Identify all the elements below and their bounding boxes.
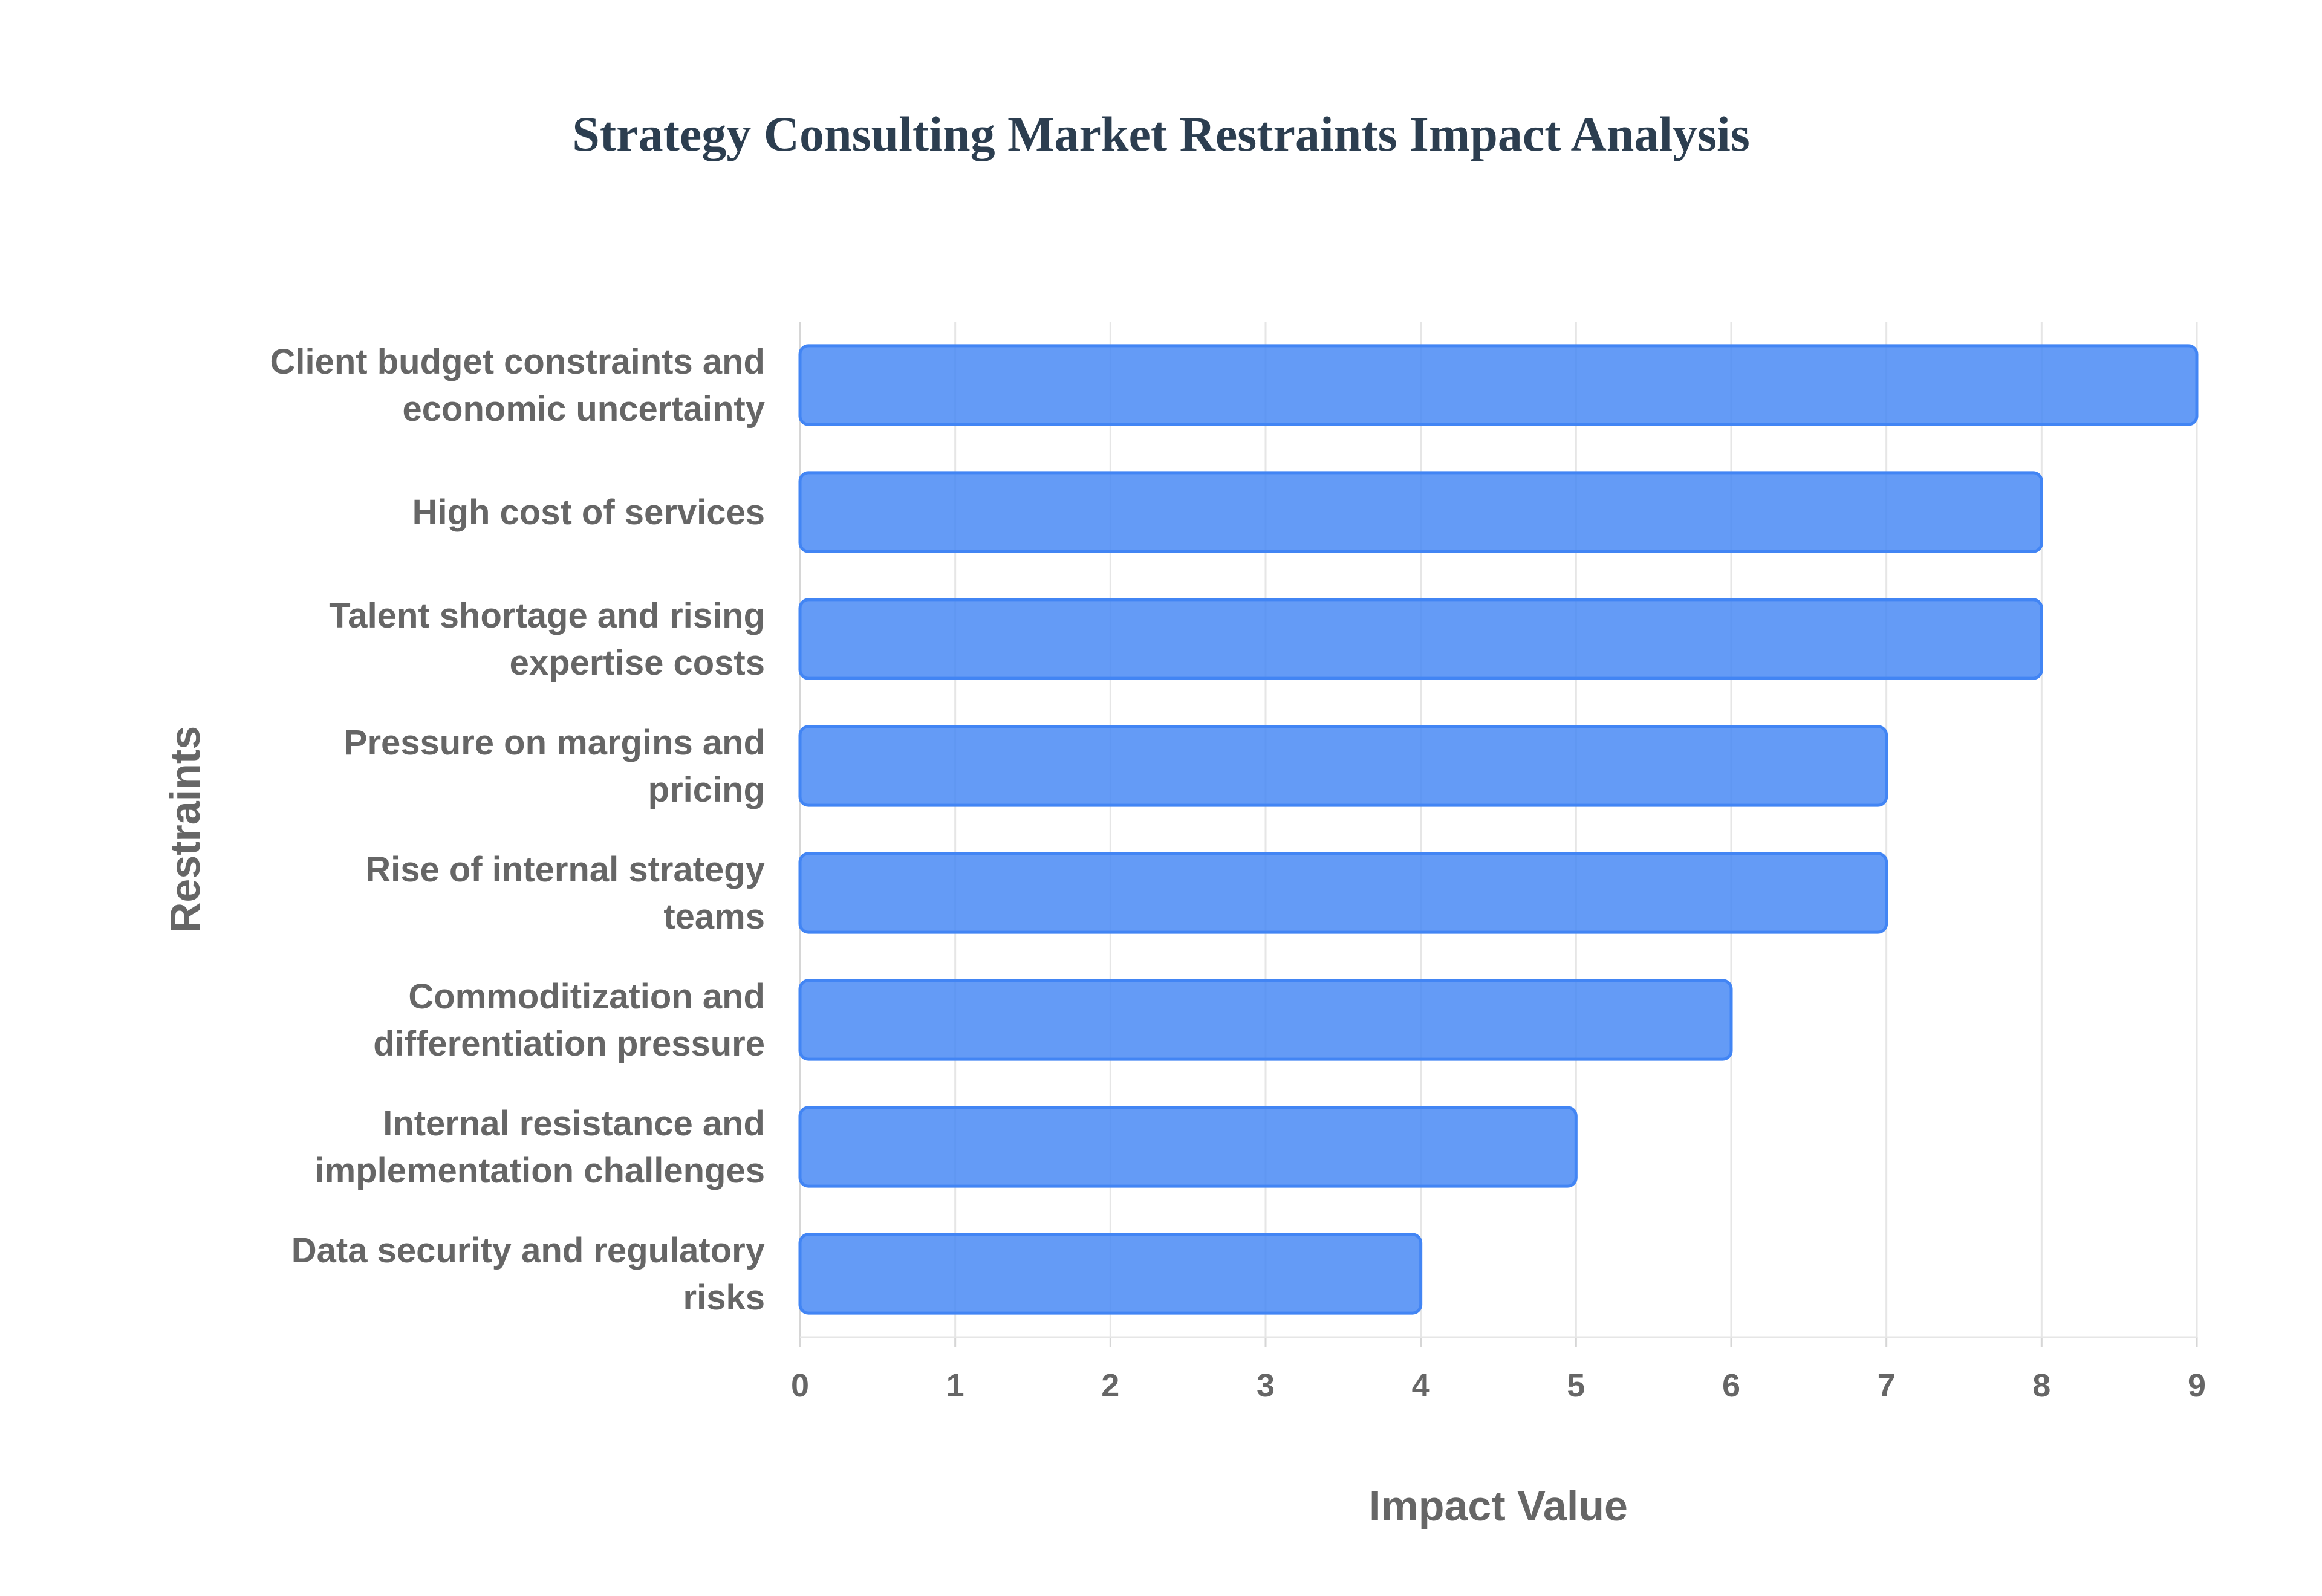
x-tick-label: 2 [1101, 1367, 1119, 1404]
category-labels: Client budget constraints and economic un… [270, 342, 766, 1317]
bar [798, 598, 2043, 680]
chart-title: Strategy Consulting Market Restraints Im… [572, 106, 1750, 161]
category-label: Rise of internal strategy teams [365, 850, 765, 936]
category-label: Client budget constraints and economic un… [270, 342, 766, 429]
x-tick-label: 0 [791, 1367, 809, 1404]
x-tick-label: 5 [1567, 1367, 1585, 1404]
category-label: Pressure on margins and pricing [344, 723, 765, 809]
bar [798, 1106, 1578, 1188]
bar [798, 471, 2043, 553]
category-label: High cost of services [412, 493, 765, 532]
bar [798, 344, 2199, 426]
bar [798, 725, 1888, 807]
bar [798, 1233, 1423, 1315]
x-tick-label: 7 [1878, 1367, 1896, 1404]
y-axis-title: Restraints [161, 726, 209, 933]
x-tick-labels: 0 1 2 3 4 5 6 7 8 9 [791, 1367, 2206, 1404]
x-tick-label: 1 [946, 1367, 964, 1404]
category-label: Commoditization and differentiation press… [373, 977, 765, 1063]
category-label: Internal resistance and implementation ch… [314, 1104, 765, 1190]
bar [798, 979, 1733, 1061]
x-axis-title: Impact Value [1369, 1482, 1628, 1529]
x-tick-label: 8 [2032, 1367, 2050, 1404]
x-tick-label: 9 [2188, 1367, 2206, 1404]
category-label: Talent shortage and rising expertise cost… [329, 596, 765, 683]
bars [798, 344, 2199, 1315]
category-label: Data security and regulatory risks [291, 1231, 765, 1317]
bar [798, 852, 1888, 934]
x-tick-label: 3 [1257, 1367, 1275, 1404]
x-tick-label: 4 [1412, 1367, 1430, 1404]
x-tick-label: 6 [1722, 1367, 1740, 1404]
